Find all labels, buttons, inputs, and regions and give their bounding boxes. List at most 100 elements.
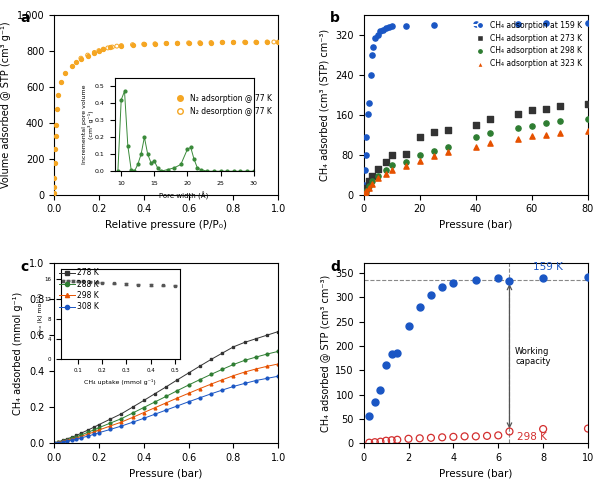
308 K: [174, 403, 181, 409]
288 K: [253, 354, 260, 360]
Point: [359, 187, 369, 195]
Line: 308 K: 308 K: [53, 375, 280, 445]
288 K: [106, 420, 113, 426]
N₂ desorption @ 77 K: [195, 39, 205, 47]
288 K: [64, 437, 71, 443]
Point: [370, 398, 380, 406]
Point: [359, 181, 369, 188]
Point: [482, 432, 492, 440]
N₂ adsorption @ 77 K: [52, 121, 61, 129]
Point: [367, 177, 377, 185]
Legend: N₂ adsorption @ 77 K, N₂ desorption @ 77 K: N₂ adsorption @ 77 K, N₂ desorption @ 77…: [170, 92, 275, 118]
X-axis label: Relative pressure (P/P₀): Relative pressure (P/P₀): [105, 220, 227, 230]
N₂ adsorption @ 77 K: [49, 183, 59, 190]
278 K: [196, 363, 203, 369]
298 K: [174, 395, 181, 401]
Point: [359, 190, 369, 198]
Point: [429, 152, 439, 160]
Point: [541, 131, 551, 138]
308 K: [230, 384, 237, 390]
N₂ adsorption @ 77 K: [139, 40, 149, 48]
Point: [359, 190, 369, 198]
N₂ desorption @ 77 K: [98, 45, 108, 53]
Point: [449, 433, 458, 441]
N₂ adsorption @ 77 K: [53, 105, 62, 113]
278 K: [91, 424, 98, 430]
308 K: [185, 399, 192, 405]
Point: [362, 187, 371, 195]
Point: [485, 139, 494, 147]
308 K: [129, 419, 136, 425]
278 K: [185, 370, 192, 376]
Point: [583, 115, 593, 123]
N₂ desorption @ 77 K: [76, 54, 86, 62]
Point: [583, 100, 593, 108]
N₂ desorption @ 77 K: [103, 44, 113, 52]
298 K: [218, 377, 226, 383]
N₂ desorption @ 77 K: [128, 41, 137, 49]
308 K: [118, 423, 125, 429]
308 K: [196, 395, 203, 401]
Point: [449, 279, 458, 286]
N₂ desorption @ 77 K: [94, 47, 104, 55]
288 K: [50, 440, 58, 446]
N₂ adsorption @ 77 K: [251, 38, 261, 46]
Point: [541, 105, 551, 112]
N₂ adsorption @ 77 K: [94, 47, 104, 55]
308 K: [64, 438, 71, 444]
288 K: [163, 393, 170, 399]
Point: [583, 127, 593, 134]
298 K: [50, 440, 58, 446]
308 K: [140, 415, 148, 421]
Point: [376, 386, 385, 393]
278 K: [263, 332, 271, 338]
308 K: [68, 437, 76, 443]
Legend: 278 K, 288 K, 298 K, 308 K: 278 K, 288 K, 298 K, 308 K: [58, 267, 100, 313]
Text: c: c: [20, 260, 29, 274]
Point: [363, 110, 373, 117]
N₂ adsorption @ 77 K: [195, 39, 205, 47]
N₂ adsorption @ 77 K: [229, 38, 238, 46]
N₂ desorption @ 77 K: [139, 40, 149, 48]
N₂ adsorption @ 77 K: [173, 39, 182, 47]
N₂ adsorption @ 77 K: [53, 91, 63, 99]
N₂ desorption @ 77 K: [89, 49, 99, 56]
Point: [541, 119, 551, 127]
308 K: [106, 427, 113, 432]
Point: [381, 158, 391, 166]
Point: [429, 147, 439, 154]
Point: [404, 322, 413, 330]
Point: [379, 26, 388, 34]
Line: 288 K: 288 K: [53, 350, 280, 445]
308 K: [163, 407, 170, 413]
N₂ adsorption @ 77 K: [116, 42, 126, 50]
288 K: [140, 405, 148, 411]
N₂ adsorption @ 77 K: [161, 39, 171, 47]
Point: [471, 432, 481, 440]
Text: Working
capacity: Working capacity: [515, 347, 551, 366]
Point: [513, 19, 523, 27]
Y-axis label: CH₄ adsorbed (mmol g⁻¹): CH₄ adsorbed (mmol g⁻¹): [13, 292, 23, 415]
Point: [583, 273, 593, 281]
Point: [538, 274, 548, 281]
Point: [364, 182, 374, 189]
Point: [370, 34, 380, 41]
Point: [415, 303, 425, 311]
N₂ desorption @ 77 K: [116, 42, 126, 50]
Point: [401, 150, 410, 158]
X-axis label: Pressure (bar): Pressure (bar): [439, 468, 512, 478]
N₂ adsorption @ 77 K: [61, 69, 70, 77]
Point: [555, 117, 565, 125]
Point: [373, 165, 382, 172]
Point: [381, 166, 391, 173]
298 K: [151, 405, 158, 411]
Point: [443, 126, 452, 133]
308 K: [91, 431, 98, 437]
298 K: [196, 386, 203, 392]
298 K: [91, 429, 98, 435]
308 K: [241, 380, 248, 386]
Point: [360, 166, 370, 173]
278 K: [140, 397, 148, 403]
Point: [362, 184, 371, 191]
308 K: [55, 440, 62, 446]
